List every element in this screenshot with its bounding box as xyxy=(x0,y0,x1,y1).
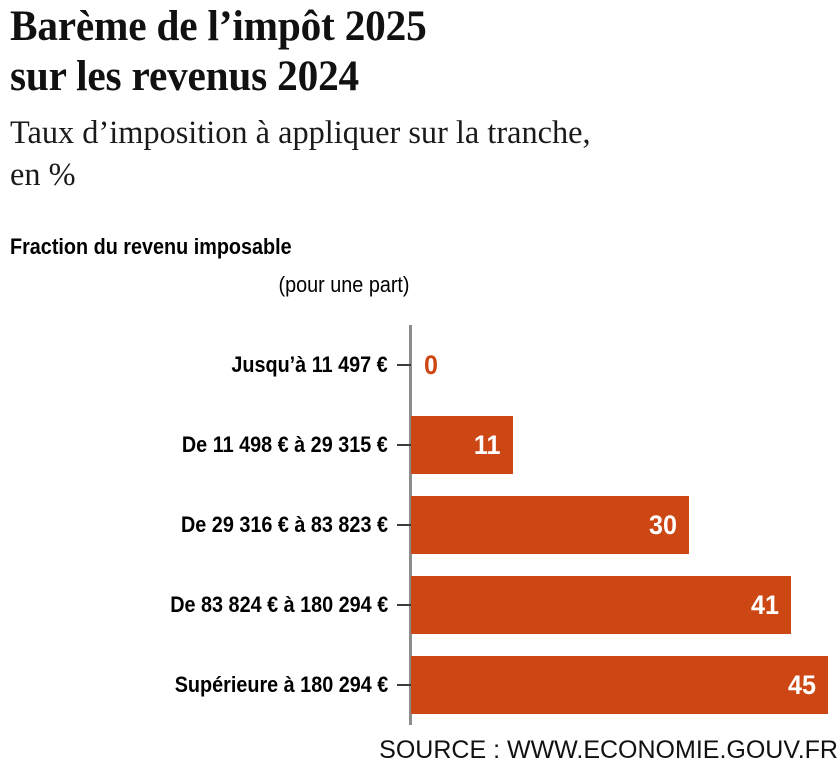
page-subtitle: Taux d’imposition à appliquer sur la tra… xyxy=(10,112,840,196)
axis-tick xyxy=(397,364,411,366)
bar-row: Supérieure à 180 294 € 45 xyxy=(0,645,840,725)
bar-row: Jusqu’à 11 497 € 0 xyxy=(0,325,840,405)
bar-category-label: De 11 498 € à 29 315 € xyxy=(0,405,388,485)
bar: 45 xyxy=(411,656,828,714)
bar-category-label: Jusqu’à 11 497 € xyxy=(0,325,388,405)
bar-category-label-text: De 29 316 € à 83 823 € xyxy=(181,512,388,537)
page-subtitle-line-1: Taux d’imposition à appliquer sur la tra… xyxy=(10,115,591,151)
source-note: SOURCE : WWW.ECONOMIE.GOUV.FR xyxy=(379,736,838,764)
axis-tick xyxy=(397,684,411,686)
bar: 41 xyxy=(411,576,791,634)
axis-tick xyxy=(397,444,411,446)
axis-caption-subtitle-text: (pour une part) xyxy=(279,272,410,297)
axis-tick xyxy=(397,524,411,526)
bar-row: De 83 824 € à 180 294 € 41 xyxy=(0,565,840,645)
axis-caption-subtitle: (pour une part) xyxy=(10,272,410,298)
bar-category-label-text: De 83 824 € à 180 294 € xyxy=(170,592,388,617)
bar: 11 xyxy=(411,416,513,474)
bar: 0 xyxy=(411,336,445,394)
bar-value-label: 11 xyxy=(474,429,501,460)
page-title-line-1: Barème de l’impôt 2025 xyxy=(10,3,427,50)
bar-value-label: 41 xyxy=(750,589,779,620)
bar-category-label-text: Jusqu’à 11 497 € xyxy=(231,352,388,377)
bar-value-label: 30 xyxy=(648,509,677,540)
bar-row: De 11 498 € à 29 315 € 11 xyxy=(0,405,840,485)
page-subtitle-line-2: en % xyxy=(10,157,76,193)
bar-value-label: 45 xyxy=(787,669,816,700)
bar-chart: Jusqu’à 11 497 € 0 De 11 498 € à 29 315 € 1… xyxy=(0,325,840,727)
bar: 30 xyxy=(411,496,689,554)
bar-value-label: 0 xyxy=(424,349,438,380)
bar-category-label: De 29 316 € à 83 823 € xyxy=(0,485,388,565)
page-title-line-2: sur les revenus 2024 xyxy=(10,53,359,100)
axis-tick xyxy=(397,604,411,606)
bar-category-label: Supérieure à 180 294 € xyxy=(0,645,388,725)
bar-row: De 29 316 € à 83 823 € 30 xyxy=(0,485,840,565)
axis-caption-title: Fraction du revenu imposable xyxy=(10,234,292,259)
bar-category-label-text: Supérieure à 180 294 € xyxy=(174,672,388,697)
bar-category-label: De 83 824 € à 180 294 € xyxy=(0,565,388,645)
page-title: Barème de l’impôt 2025 sur les revenus 2… xyxy=(10,2,840,102)
bar-category-label-text: De 11 498 € à 29 315 € xyxy=(182,432,388,457)
